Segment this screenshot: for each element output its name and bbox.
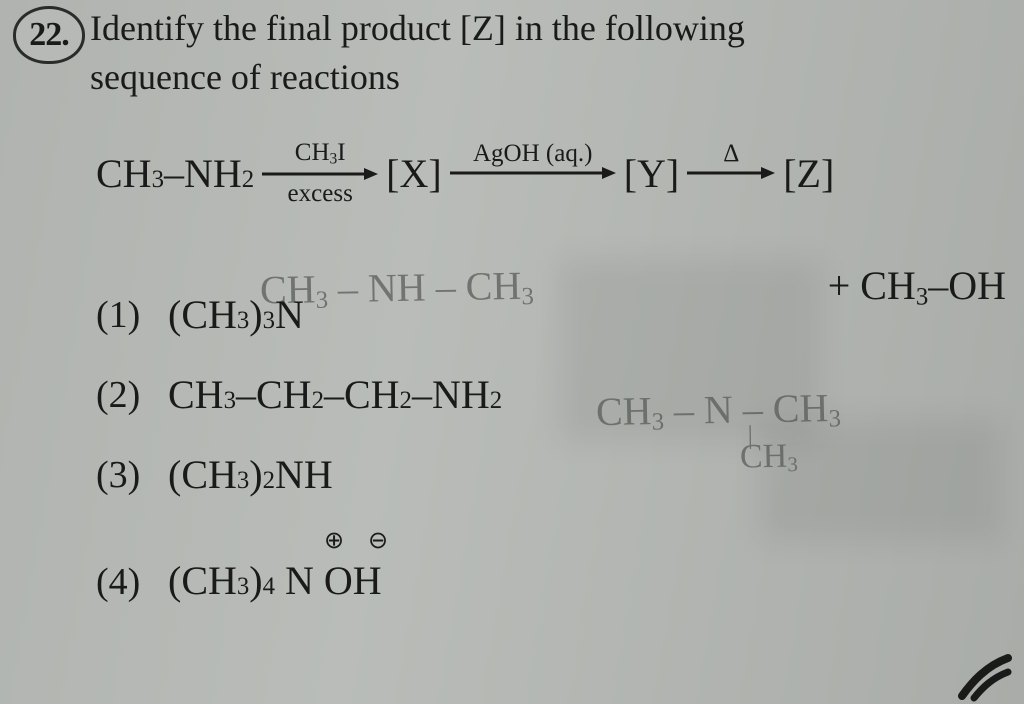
option-1-formula: (CH3)3N (168, 295, 304, 335)
options-list: (1) (CH3)3N (2) CH3–CH2–CH2–NH2 (3) (CH3… (96, 295, 1024, 601)
handwriting-line-2b: | CH3 (740, 439, 798, 476)
question-number: 22. (29, 16, 69, 54)
starting-material: CH3–NH2 (96, 150, 254, 197)
reaction-scheme: CH3–NH2 CH3I excess [X] AgOH (aq.) . [Y]… (96, 131, 1024, 215)
charge-plus-icon: ⊕ (324, 529, 344, 553)
arrow-1-above: CH3I (295, 140, 346, 167)
option-4: (4) (CH3)4 N OH ⊕ ⊖ (96, 561, 1024, 601)
arrow-3: Δ . (685, 141, 777, 205)
option-2-formula: CH3–CH2–CH2–NH2 (168, 375, 502, 415)
question-number-wrap: 22. (8, 4, 90, 64)
arrow-2-svg (448, 164, 618, 182)
question-text: Identify the final product [Z] in the fo… (90, 4, 1012, 101)
option-3-formula: (CH3)2NH (168, 455, 333, 495)
arrow-3-svg (685, 164, 777, 182)
arrow-1: CH3I excess (260, 140, 380, 206)
option-2: (2) CH3–CH2–CH2–NH2 (96, 375, 1024, 415)
option-1: (1) (CH3)3N (96, 295, 1024, 335)
handwriting-line-2: CH3 – N – CH3 (596, 388, 842, 437)
question-text-line1: Identify the final product [Z] in the fo… (90, 8, 745, 48)
charge-minus-icon: ⊖ (368, 529, 388, 553)
arrow-2-above: AgOH (aq.) (473, 141, 592, 166)
arrow-2: AgOH (aq.) . (448, 141, 618, 205)
option-4-formula: (CH3)4 N OH ⊕ ⊖ (168, 561, 382, 601)
intermediate-y: [Y] (624, 150, 680, 197)
option-3-num: (3) (96, 456, 168, 494)
product-z: [Z] (783, 150, 834, 197)
option-1-num: (1) (96, 296, 168, 334)
option-3: (3) (CH3)2NH (96, 455, 1024, 495)
question-number-badge: 22. (13, 6, 85, 64)
intermediate-x: [X] (386, 150, 442, 197)
arrow-3-above: Δ (723, 141, 739, 166)
option-2-num: (2) (96, 376, 168, 414)
question-row: 22. Identify the final product [Z] in th… (0, 0, 1024, 101)
option-4-num: (4) (96, 563, 168, 601)
page: 22. Identify the final product [Z] in th… (0, 0, 1024, 704)
question-text-line2: sequence of reactions (90, 57, 400, 97)
stray-mark-icon (958, 652, 1018, 702)
arrow-1-below: excess (288, 181, 353, 206)
